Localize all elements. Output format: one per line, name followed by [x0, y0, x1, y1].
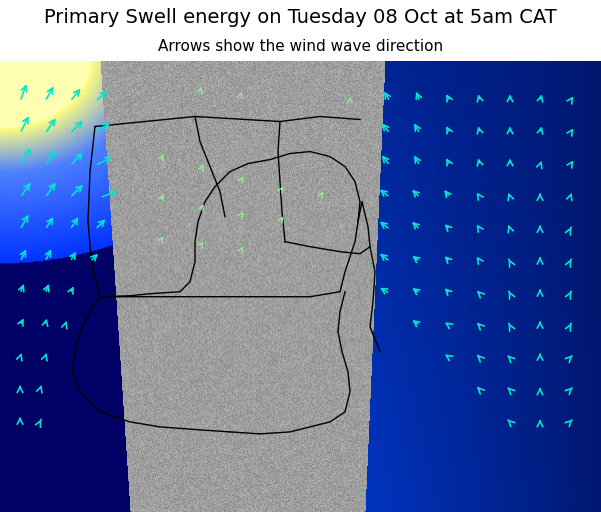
Text: Primary Swell energy on Tuesday 08 Oct at 5am CAT: Primary Swell energy on Tuesday 08 Oct a…	[44, 8, 557, 27]
Text: Arrows show the wind wave direction: Arrows show the wind wave direction	[158, 38, 443, 54]
